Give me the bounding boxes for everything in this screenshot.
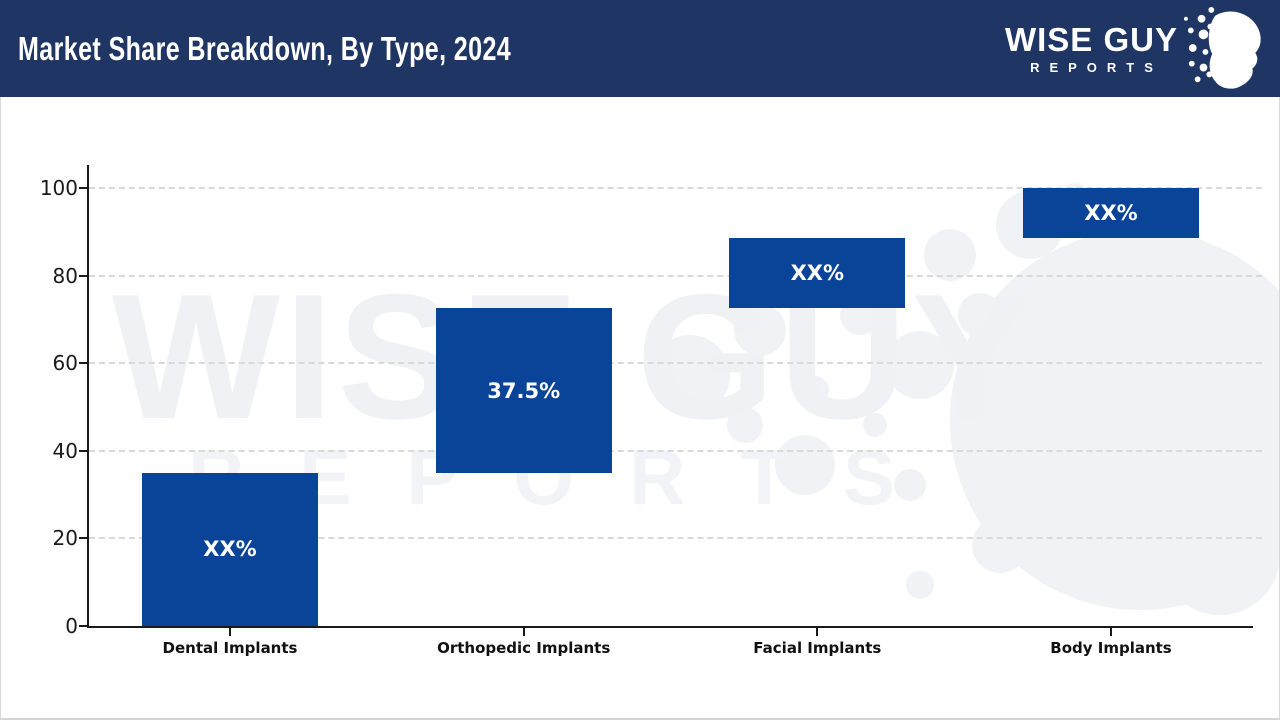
y-axis-tickmark <box>79 449 87 452</box>
y-axis-tickmark <box>79 187 87 189</box>
gridline <box>89 362 1262 365</box>
head-dots-logo-icon <box>1183 6 1261 89</box>
bar-segment: XX% <box>729 238 906 309</box>
x-axis-tickmark <box>816 628 819 636</box>
y-axis-tick-label: 60 <box>52 351 78 376</box>
y-axis-tick-label: 20 <box>52 526 78 551</box>
page-title: Market Share Breakdown, By Type, 2024 <box>18 29 512 67</box>
y-axis-tickmark <box>79 274 87 277</box>
x-axis-tickmark <box>522 628 525 636</box>
brand-logo-text: WISE GUY REPORTS <box>1005 23 1178 74</box>
x-axis-tickmark <box>1110 628 1112 636</box>
bar-value-label: XX% <box>790 261 845 286</box>
x-axis-category-label: Body Implants <box>1050 639 1172 657</box>
x-axis-category-label: Facial Implants <box>753 639 882 657</box>
y-axis-tick-label: 40 <box>52 438 78 463</box>
y-axis-tickmark <box>79 625 87 627</box>
bar-segment: XX% <box>1023 188 1199 239</box>
bar-segment: 37.5% <box>435 308 612 473</box>
bar-segment: XX% <box>142 472 318 626</box>
x-axis-category-label: Dental Implants <box>162 639 298 657</box>
brand-subtitle: REPORTS <box>1030 60 1163 75</box>
brand-name: WISE GUY <box>1004 21 1178 58</box>
y-axis-tick-label: 100 <box>39 176 78 200</box>
y-axis-tick-label: 80 <box>52 263 78 288</box>
y-axis-tick-label: 0 <box>65 614 78 638</box>
gridline <box>89 449 1262 452</box>
bar-value-label: XX% <box>1084 201 1138 226</box>
x-axis-line <box>87 626 1253 628</box>
y-axis-tickmark <box>79 537 87 540</box>
gridline <box>89 537 1262 540</box>
y-axis-line <box>87 165 89 628</box>
header-bar: Market Share Breakdown, By Type, 2024 WI… <box>0 0 1280 97</box>
bar-value-label: 37.5% <box>487 378 561 403</box>
y-axis-tickmark <box>79 362 87 365</box>
brand-logo: WISE GUY REPORTS <box>1005 6 1266 92</box>
x-axis-category-label: Orthopedic Implants <box>437 639 611 657</box>
bar-value-label: XX% <box>203 537 257 562</box>
gridline <box>89 187 1262 189</box>
x-axis-tickmark <box>229 628 231 636</box>
gridline <box>89 274 1262 277</box>
